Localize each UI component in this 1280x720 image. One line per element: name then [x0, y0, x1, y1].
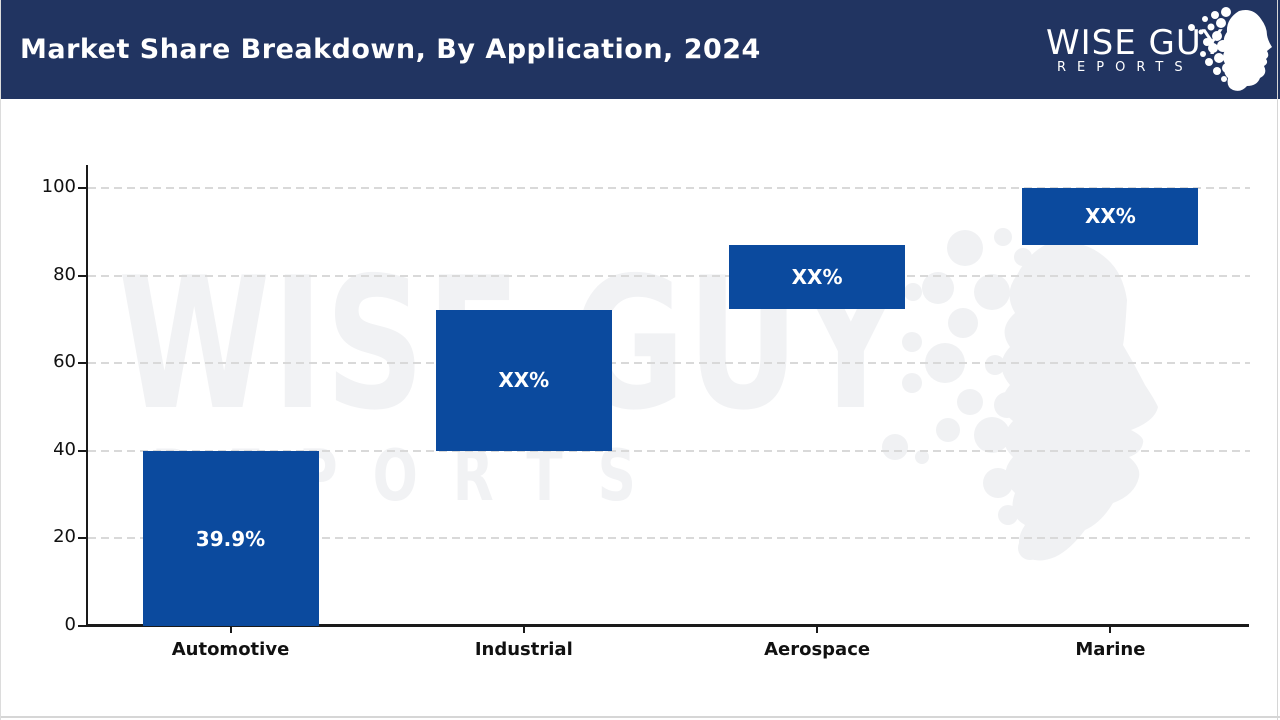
- y-tick-mark: [78, 449, 86, 452]
- y-tick-mark: [78, 362, 86, 365]
- gridline-100: [88, 187, 1250, 189]
- x-tick-mark: [1109, 627, 1112, 633]
- x-tick-mark: [816, 627, 819, 633]
- bar-value-label: XX%: [791, 264, 843, 289]
- y-tick-label: 80: [53, 263, 76, 285]
- logo-reports-label: REPORTS: [1057, 60, 1194, 75]
- y-tick-label: 0: [64, 614, 76, 635]
- y-axis-line: [86, 165, 88, 627]
- header-bar: Market Share Breakdown, By Application, …: [0, 0, 1280, 99]
- bar-value-label: XX%: [1084, 204, 1136, 229]
- y-tick-label: 60: [53, 351, 76, 373]
- x-tick-mark: [229, 627, 232, 633]
- bar-automotive: 39.9%: [142, 451, 319, 626]
- y-tick-label: 100: [41, 176, 76, 197]
- x-tick-mark: [522, 627, 525, 633]
- gridline-80: [88, 274, 1250, 277]
- y-tick-label: 40: [53, 438, 76, 460]
- bar-value-label: XX%: [498, 368, 550, 393]
- x-tick-label-industrial: Industrial: [474, 639, 573, 660]
- y-tick-label: 20: [53, 526, 76, 548]
- bar-aerospace: XX%: [729, 244, 906, 309]
- bar-industrial: XX%: [435, 309, 612, 452]
- x-tick-label-automotive: Automotive: [171, 639, 290, 660]
- y-tick-mark: [78, 187, 86, 189]
- gridline-60: [88, 362, 1250, 365]
- right-border-line: [1277, 0, 1278, 720]
- x-tick-label-aerospace: Aerospace: [764, 639, 871, 660]
- y-tick-mark: [78, 274, 86, 277]
- x-tick-label-marine: Marine: [1075, 639, 1146, 660]
- gridline-20: [88, 537, 1250, 540]
- bar-value-label: 39.9%: [195, 526, 266, 551]
- bottom-border-line: [0, 716, 1280, 718]
- bar-marine: XX%: [1022, 188, 1199, 245]
- logo-dot-icon: [1188, 24, 1195, 31]
- logo-head-icon: [1198, 7, 1272, 91]
- y-tick-mark: [78, 625, 86, 627]
- left-border-line: [0, 0, 1, 720]
- gridline-40: [88, 449, 1250, 452]
- x-axis-line: [86, 624, 1249, 627]
- y-tick-mark: [78, 537, 86, 540]
- page-title: Market Share Breakdown, By Application, …: [20, 34, 761, 65]
